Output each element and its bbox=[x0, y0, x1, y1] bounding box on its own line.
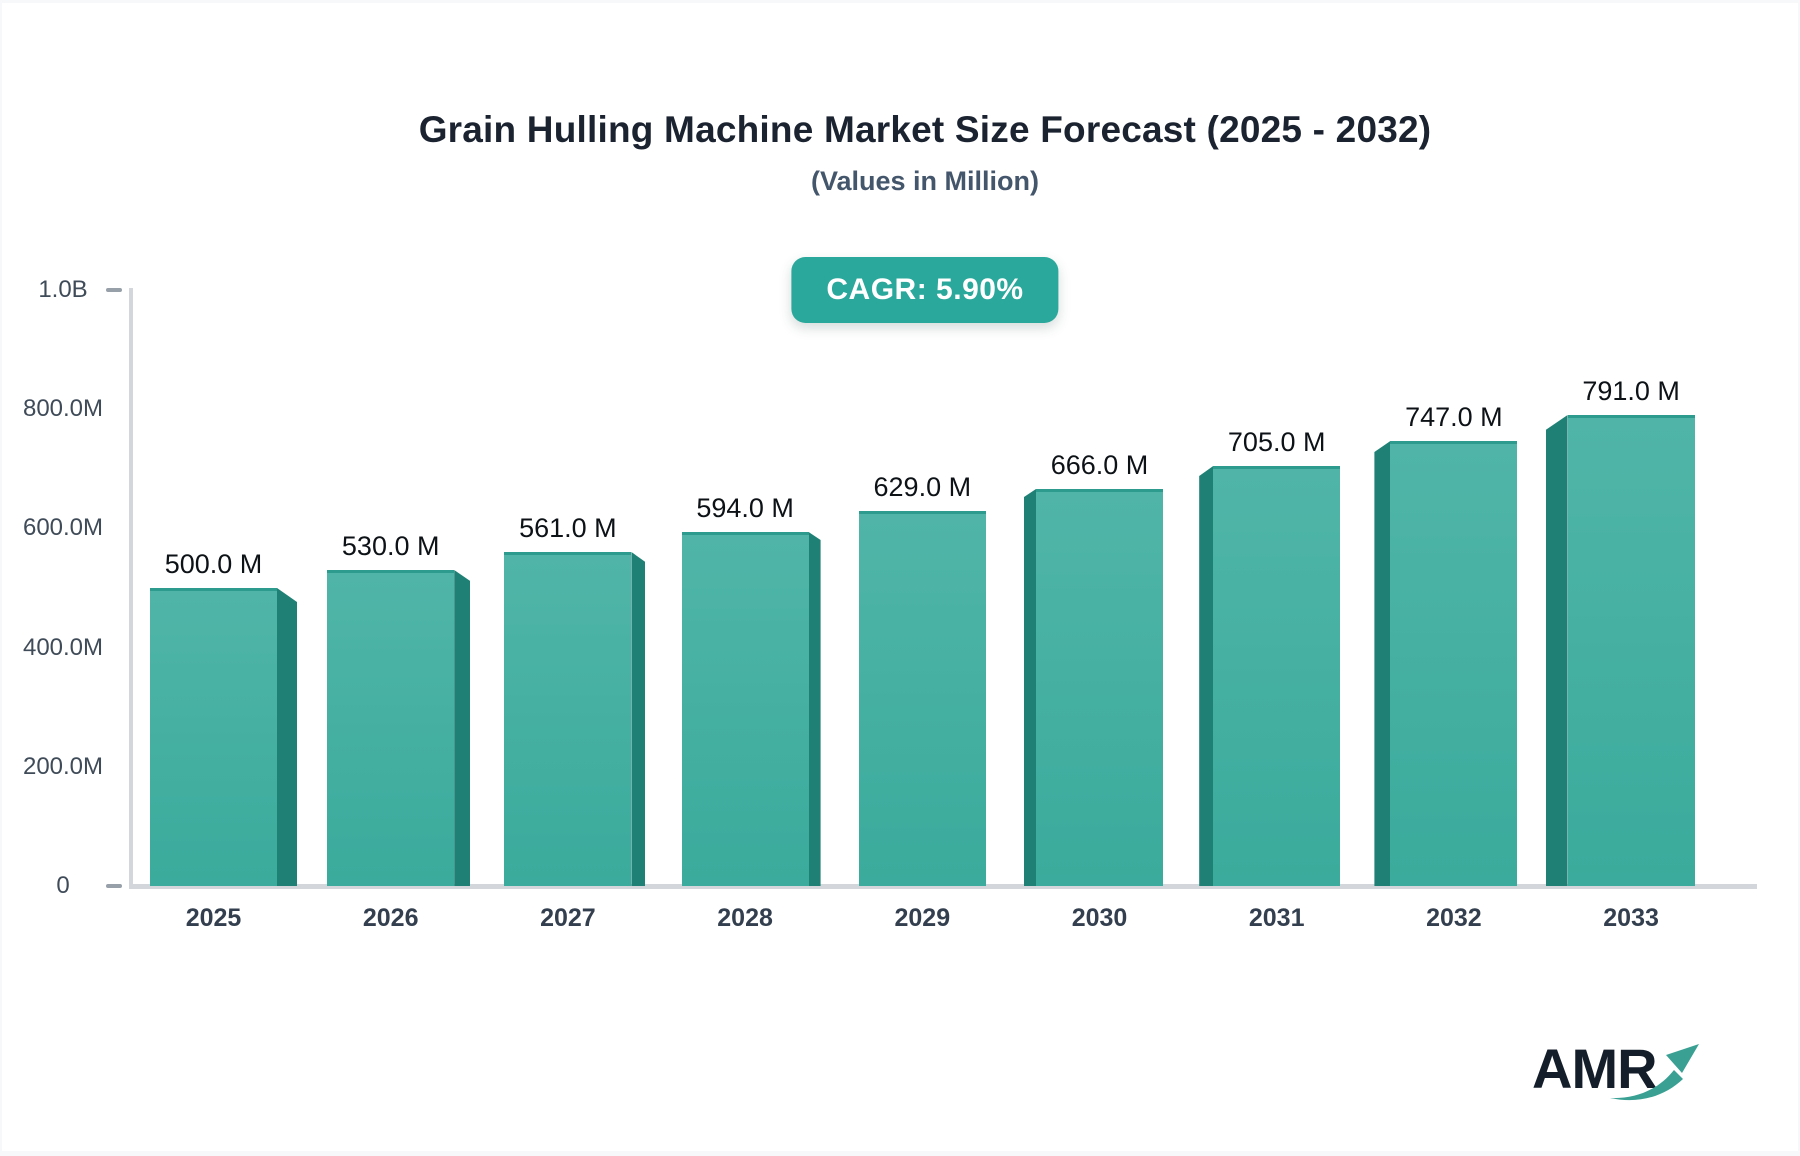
bar-value-label-2025: 500.0 M bbox=[164, 549, 263, 579]
bar-2033 bbox=[1567, 415, 1695, 886]
y-axis-tick-label-800.0M: 800.0M bbox=[22, 395, 104, 423]
bar-2032 bbox=[1390, 441, 1518, 886]
bar-side-face-2026 bbox=[454, 570, 471, 886]
cagr-badge: CAGR: 5.90% bbox=[791, 257, 1059, 323]
x-axis-line bbox=[129, 884, 1757, 889]
bar-2031 bbox=[1213, 466, 1341, 886]
bar-value-label-2031: 705.0 M bbox=[1227, 427, 1326, 457]
bar-value-label-2026: 530.0 M bbox=[341, 531, 440, 561]
x-axis-label-2033: 2033 bbox=[1603, 904, 1659, 932]
x-axis-label-2028: 2028 bbox=[717, 904, 773, 932]
bar-value-label-2027: 561.0 M bbox=[519, 513, 617, 543]
y-axis-tick-label-600.0M: 600.0M bbox=[22, 514, 104, 542]
bar-value-label-2030: 666.0 M bbox=[1050, 450, 1149, 480]
chart-title: Grain Hulling Machine Market Size Foreca… bbox=[418, 109, 1432, 150]
bar-value-label-2029: 629.0 M bbox=[873, 472, 972, 502]
y-axis-tick-label-1.0B: 1.0B bbox=[38, 276, 88, 303]
bar-side-face-2033 bbox=[1545, 415, 1568, 886]
bar-2028 bbox=[681, 532, 809, 886]
bar-2030 bbox=[1036, 489, 1163, 886]
amr-logo: AMR bbox=[1532, 1036, 1702, 1106]
bar-side-face-2028 bbox=[808, 532, 821, 886]
x-axis-label-2027: 2027 bbox=[540, 904, 596, 932]
bar-2027 bbox=[504, 552, 632, 886]
bar-side-face-2030 bbox=[1024, 489, 1036, 886]
x-axis-label-2030: 2030 bbox=[1071, 904, 1128, 932]
x-axis-label-2032: 2032 bbox=[1426, 904, 1482, 932]
bar-side-face-2032 bbox=[1374, 441, 1391, 886]
y-axis-tick-label-400.0M: 400.0M bbox=[22, 633, 104, 661]
y-axis-tick-dash bbox=[106, 884, 122, 888]
bar-2025 bbox=[150, 588, 277, 886]
bar-side-face-2027 bbox=[631, 552, 646, 886]
x-axis-label-2031: 2031 bbox=[1248, 904, 1305, 932]
bar-2026 bbox=[327, 570, 455, 886]
amr-logo-text: AMR bbox=[1532, 1037, 1658, 1100]
bar-value-label-2032: 747.0 M bbox=[1405, 402, 1503, 432]
amr-logo-arrow-icon bbox=[1610, 1044, 1699, 1101]
bar-value-label-2028: 594.0 M bbox=[696, 493, 794, 523]
x-axis-label-2025: 2025 bbox=[185, 904, 242, 932]
x-axis-label-2029: 2029 bbox=[894, 904, 951, 932]
y-axis-tick-label-0: 0 bbox=[56, 872, 70, 899]
cagr-badge-label: CAGR: 5.90% bbox=[826, 273, 1024, 306]
y-axis-line bbox=[129, 288, 133, 888]
bar-value-label-2033: 791.0 M bbox=[1582, 376, 1680, 406]
y-axis-tick-label-200.0M: 200.0M bbox=[22, 752, 104, 780]
bar-side-face-2025 bbox=[277, 588, 297, 886]
chart-subtitle: (Values in Million) bbox=[810, 166, 1040, 196]
x-axis-label-2026: 2026 bbox=[362, 904, 419, 932]
y-axis-tick-dash bbox=[106, 288, 122, 292]
bar-side-face-2031 bbox=[1199, 466, 1214, 886]
bar-2029 bbox=[858, 511, 986, 886]
